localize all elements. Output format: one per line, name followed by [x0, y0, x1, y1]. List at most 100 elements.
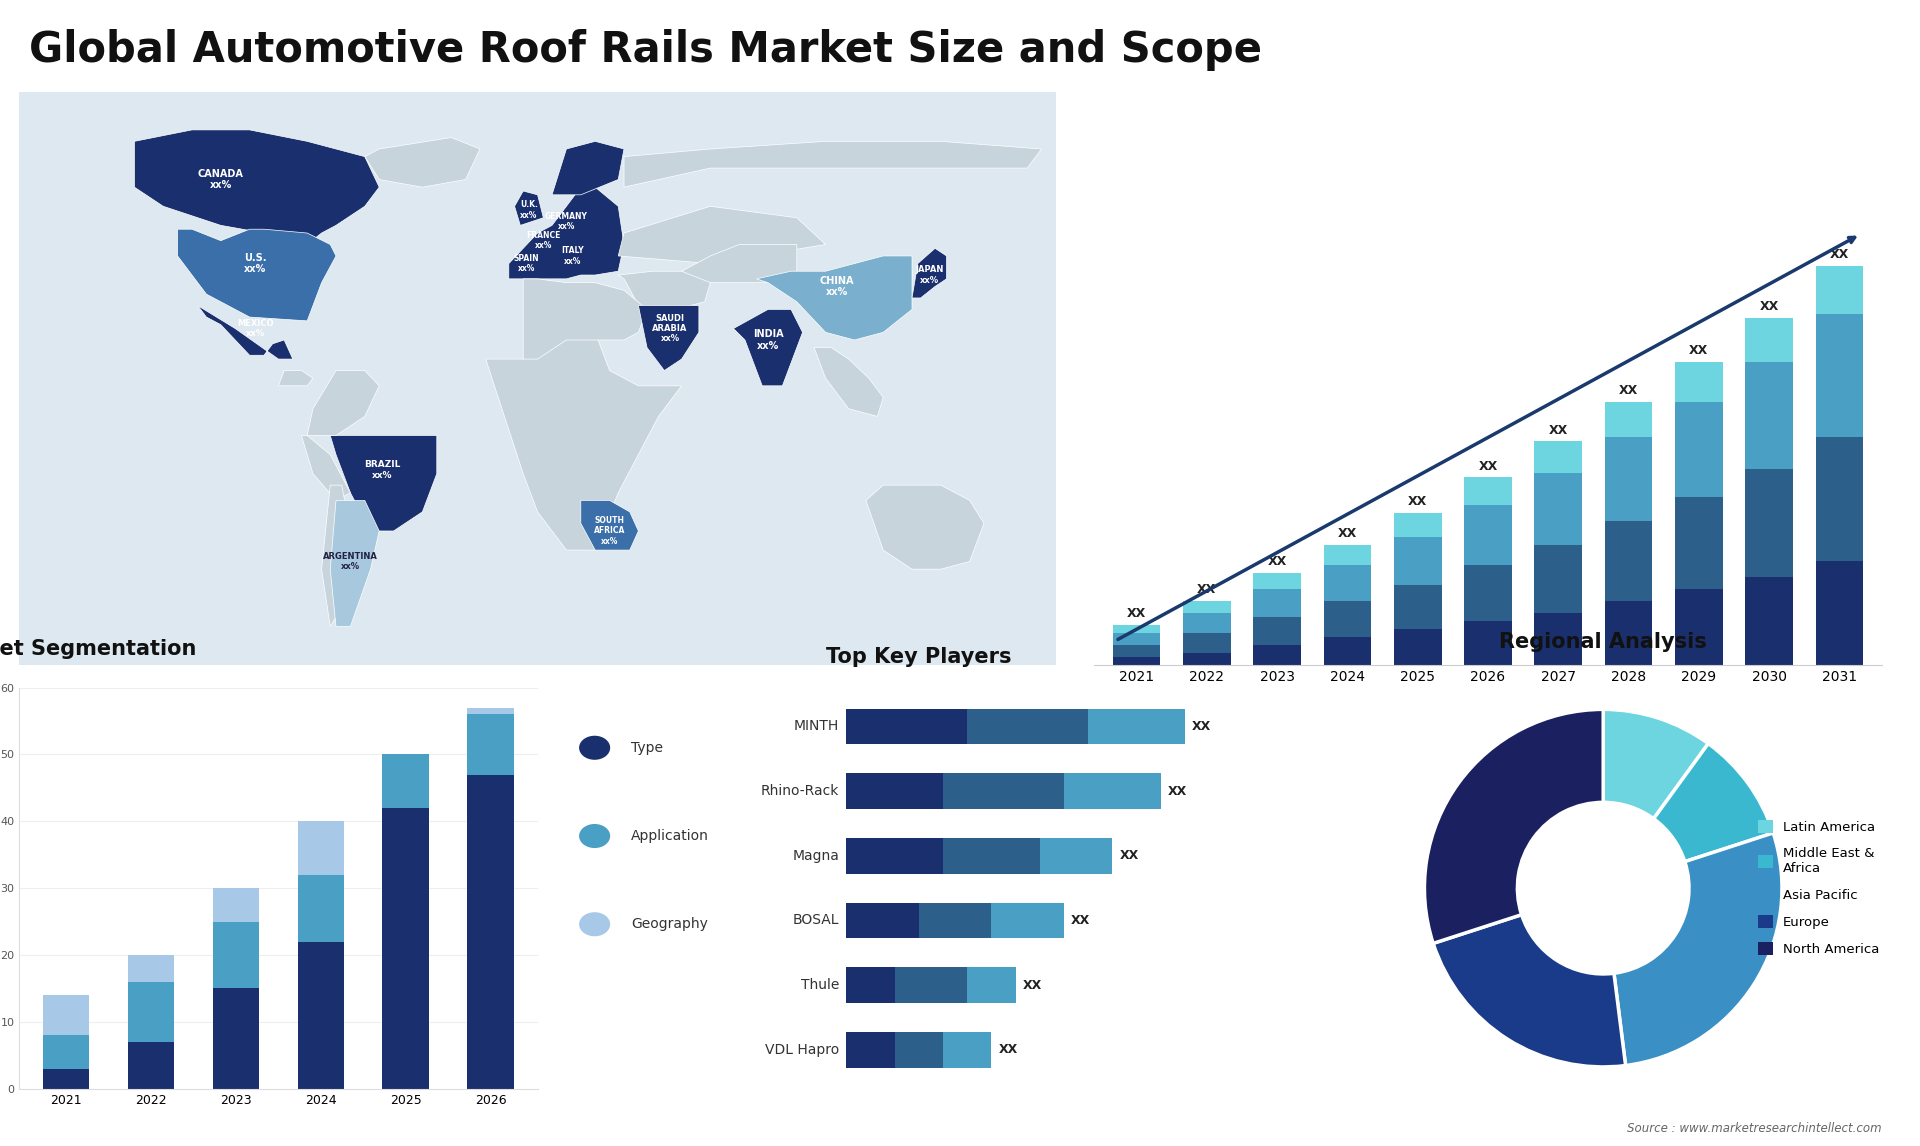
Text: Market Segmentation: Market Segmentation: [0, 639, 198, 659]
Bar: [1323, 545, 1371, 565]
Bar: [382, 808, 430, 1089]
Text: Type: Type: [632, 740, 662, 755]
Bar: [1323, 601, 1371, 637]
Bar: [1605, 401, 1653, 438]
Bar: [1534, 545, 1582, 613]
Bar: [847, 708, 968, 744]
Text: Thule: Thule: [801, 979, 839, 992]
Polygon shape: [866, 485, 983, 570]
Bar: [127, 1042, 175, 1089]
Bar: [1674, 589, 1722, 665]
Text: FRANCE
xx%: FRANCE xx%: [526, 231, 561, 250]
Bar: [968, 967, 1016, 1003]
Bar: [127, 955, 175, 982]
Bar: [1816, 314, 1862, 438]
Bar: [1534, 473, 1582, 545]
Text: XX: XX: [1619, 384, 1638, 397]
Text: ARGENTINA
xx%: ARGENTINA xx%: [323, 552, 378, 571]
Text: BOSAL: BOSAL: [793, 913, 839, 927]
Bar: [1816, 438, 1862, 562]
Bar: [1089, 708, 1185, 744]
Text: JAPAN
xx%: JAPAN xx%: [916, 266, 943, 284]
Text: U.K.
xx%: U.K. xx%: [520, 201, 538, 220]
Bar: [847, 774, 943, 809]
Text: MINTH: MINTH: [793, 720, 839, 733]
Text: VDL Hapro: VDL Hapro: [764, 1043, 839, 1057]
Polygon shape: [637, 306, 699, 370]
Bar: [1816, 562, 1862, 665]
Text: U.S.
xx%: U.S. xx%: [244, 253, 267, 274]
Text: XX: XX: [1478, 460, 1498, 472]
Bar: [968, 708, 1089, 744]
Bar: [1183, 653, 1231, 665]
Bar: [382, 754, 430, 808]
Bar: [1674, 497, 1722, 589]
Wedge shape: [1425, 709, 1603, 943]
Bar: [1745, 362, 1793, 470]
Bar: [467, 707, 515, 714]
Polygon shape: [509, 187, 624, 278]
Text: Global Automotive Roof Rails Market Size and Scope: Global Automotive Roof Rails Market Size…: [29, 29, 1261, 71]
Bar: [213, 921, 259, 988]
Bar: [991, 903, 1064, 939]
Bar: [920, 903, 991, 939]
Bar: [1465, 505, 1511, 565]
Bar: [847, 838, 943, 873]
Bar: [1323, 565, 1371, 601]
Bar: [1465, 621, 1511, 665]
Text: XX: XX: [998, 1043, 1018, 1057]
Polygon shape: [522, 278, 647, 359]
Wedge shape: [1653, 744, 1774, 862]
Text: INDIA
xx%: INDIA xx%: [753, 329, 783, 351]
Polygon shape: [323, 485, 351, 627]
Bar: [847, 1033, 895, 1068]
Bar: [1183, 601, 1231, 613]
Bar: [1114, 645, 1160, 657]
Wedge shape: [1432, 915, 1626, 1067]
Wedge shape: [1615, 833, 1782, 1066]
Bar: [1605, 438, 1653, 521]
Bar: [1394, 537, 1442, 584]
Text: XX: XX: [1198, 583, 1217, 596]
Bar: [1674, 401, 1722, 497]
Polygon shape: [198, 306, 294, 359]
Text: Magna: Magna: [793, 849, 839, 863]
Polygon shape: [912, 249, 947, 298]
Bar: [1745, 317, 1793, 362]
Text: XX: XX: [1167, 785, 1187, 798]
Circle shape: [1517, 802, 1690, 974]
Text: GERMANY
xx%: GERMANY xx%: [545, 212, 588, 231]
Bar: [1605, 521, 1653, 601]
Text: XX: XX: [1119, 849, 1139, 862]
Text: Geography: Geography: [632, 917, 708, 932]
Bar: [1114, 633, 1160, 645]
Bar: [298, 822, 344, 874]
Legend: Latin America, Middle East &
Africa, Asia Pacific, Europe, North America: Latin America, Middle East & Africa, Asi…: [1753, 815, 1885, 961]
Bar: [213, 988, 259, 1089]
Text: CHINA
xx%: CHINA xx%: [820, 276, 854, 297]
Text: SPAIN
xx%: SPAIN xx%: [513, 254, 540, 273]
Text: XX: XX: [1407, 495, 1427, 509]
Bar: [1534, 613, 1582, 665]
Polygon shape: [365, 138, 480, 187]
Bar: [943, 774, 1064, 809]
Text: Application: Application: [632, 829, 708, 843]
Text: MARKET: MARKET: [1793, 41, 1836, 50]
Circle shape: [580, 824, 611, 848]
Bar: [467, 714, 515, 775]
Bar: [943, 1033, 991, 1068]
Polygon shape: [756, 256, 912, 340]
Bar: [895, 967, 968, 1003]
Bar: [42, 1035, 90, 1068]
Bar: [298, 942, 344, 1089]
Bar: [1745, 470, 1793, 576]
Bar: [298, 874, 344, 942]
Text: XX: XX: [1549, 424, 1569, 437]
Bar: [1745, 576, 1793, 665]
Polygon shape: [900, 264, 912, 286]
Bar: [1183, 633, 1231, 653]
Polygon shape: [486, 309, 682, 550]
Wedge shape: [1603, 709, 1709, 818]
Polygon shape: [278, 370, 313, 386]
Bar: [1183, 613, 1231, 633]
